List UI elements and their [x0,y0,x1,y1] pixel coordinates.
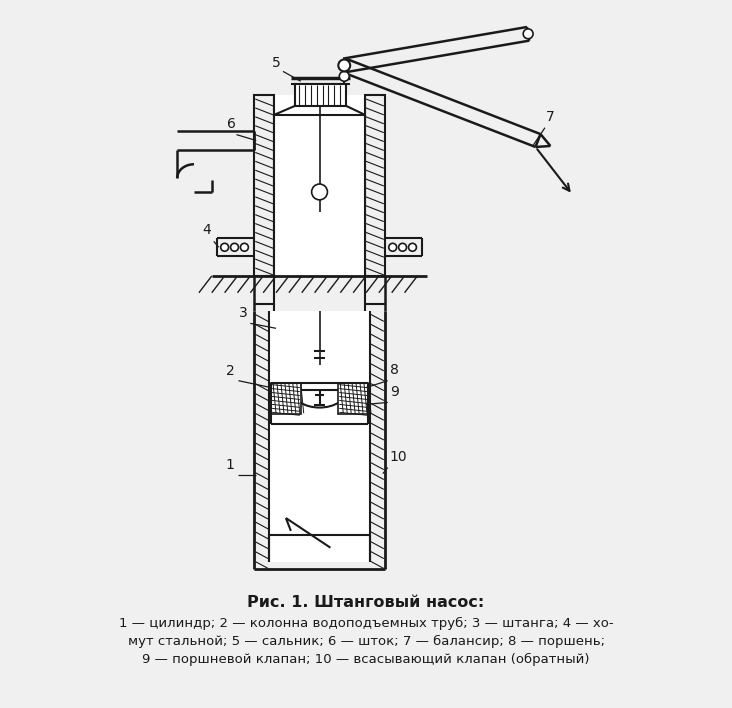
Text: 10: 10 [389,450,407,464]
Circle shape [312,184,327,200]
Text: 7: 7 [546,110,555,124]
Circle shape [389,244,397,251]
Text: Рис. 1. Штанговый насос:: Рис. 1. Штанговый насос: [247,595,485,610]
Text: 1: 1 [225,457,234,472]
Circle shape [408,244,417,251]
Text: 5: 5 [272,57,281,70]
Bar [271,382,301,414]
Bar [338,382,368,414]
Text: 4: 4 [202,224,211,237]
Text: 8: 8 [389,362,399,377]
Bar [254,95,274,276]
Text: 1 — цилиндр; 2 — колонна водоподъемных труб; 3 — штанга; 4 — хо-: 1 — цилиндр; 2 — колонна водоподъемных т… [119,617,613,630]
Circle shape [338,59,350,72]
Text: 2: 2 [225,364,234,378]
Circle shape [240,244,248,251]
Circle shape [220,244,228,251]
Text: мут стальной; 5 — сальник; 6 — шток; 7 — балансир; 8 — поршень;: мут стальной; 5 — сальник; 6 — шток; 7 —… [127,634,605,648]
Bar [295,84,346,106]
Bar [365,95,385,276]
Text: 6: 6 [227,117,236,131]
Circle shape [523,29,533,39]
Circle shape [399,244,406,251]
Text: 9 — поршневой клапан; 10 — всасывающий клапан (обратный): 9 — поршневой клапан; 10 — всасывающий к… [142,653,590,666]
Bar [274,95,365,276]
Circle shape [340,72,349,81]
Circle shape [231,244,239,251]
Text: 3: 3 [239,307,247,321]
Text: 9: 9 [389,385,399,399]
Bar [269,311,370,561]
